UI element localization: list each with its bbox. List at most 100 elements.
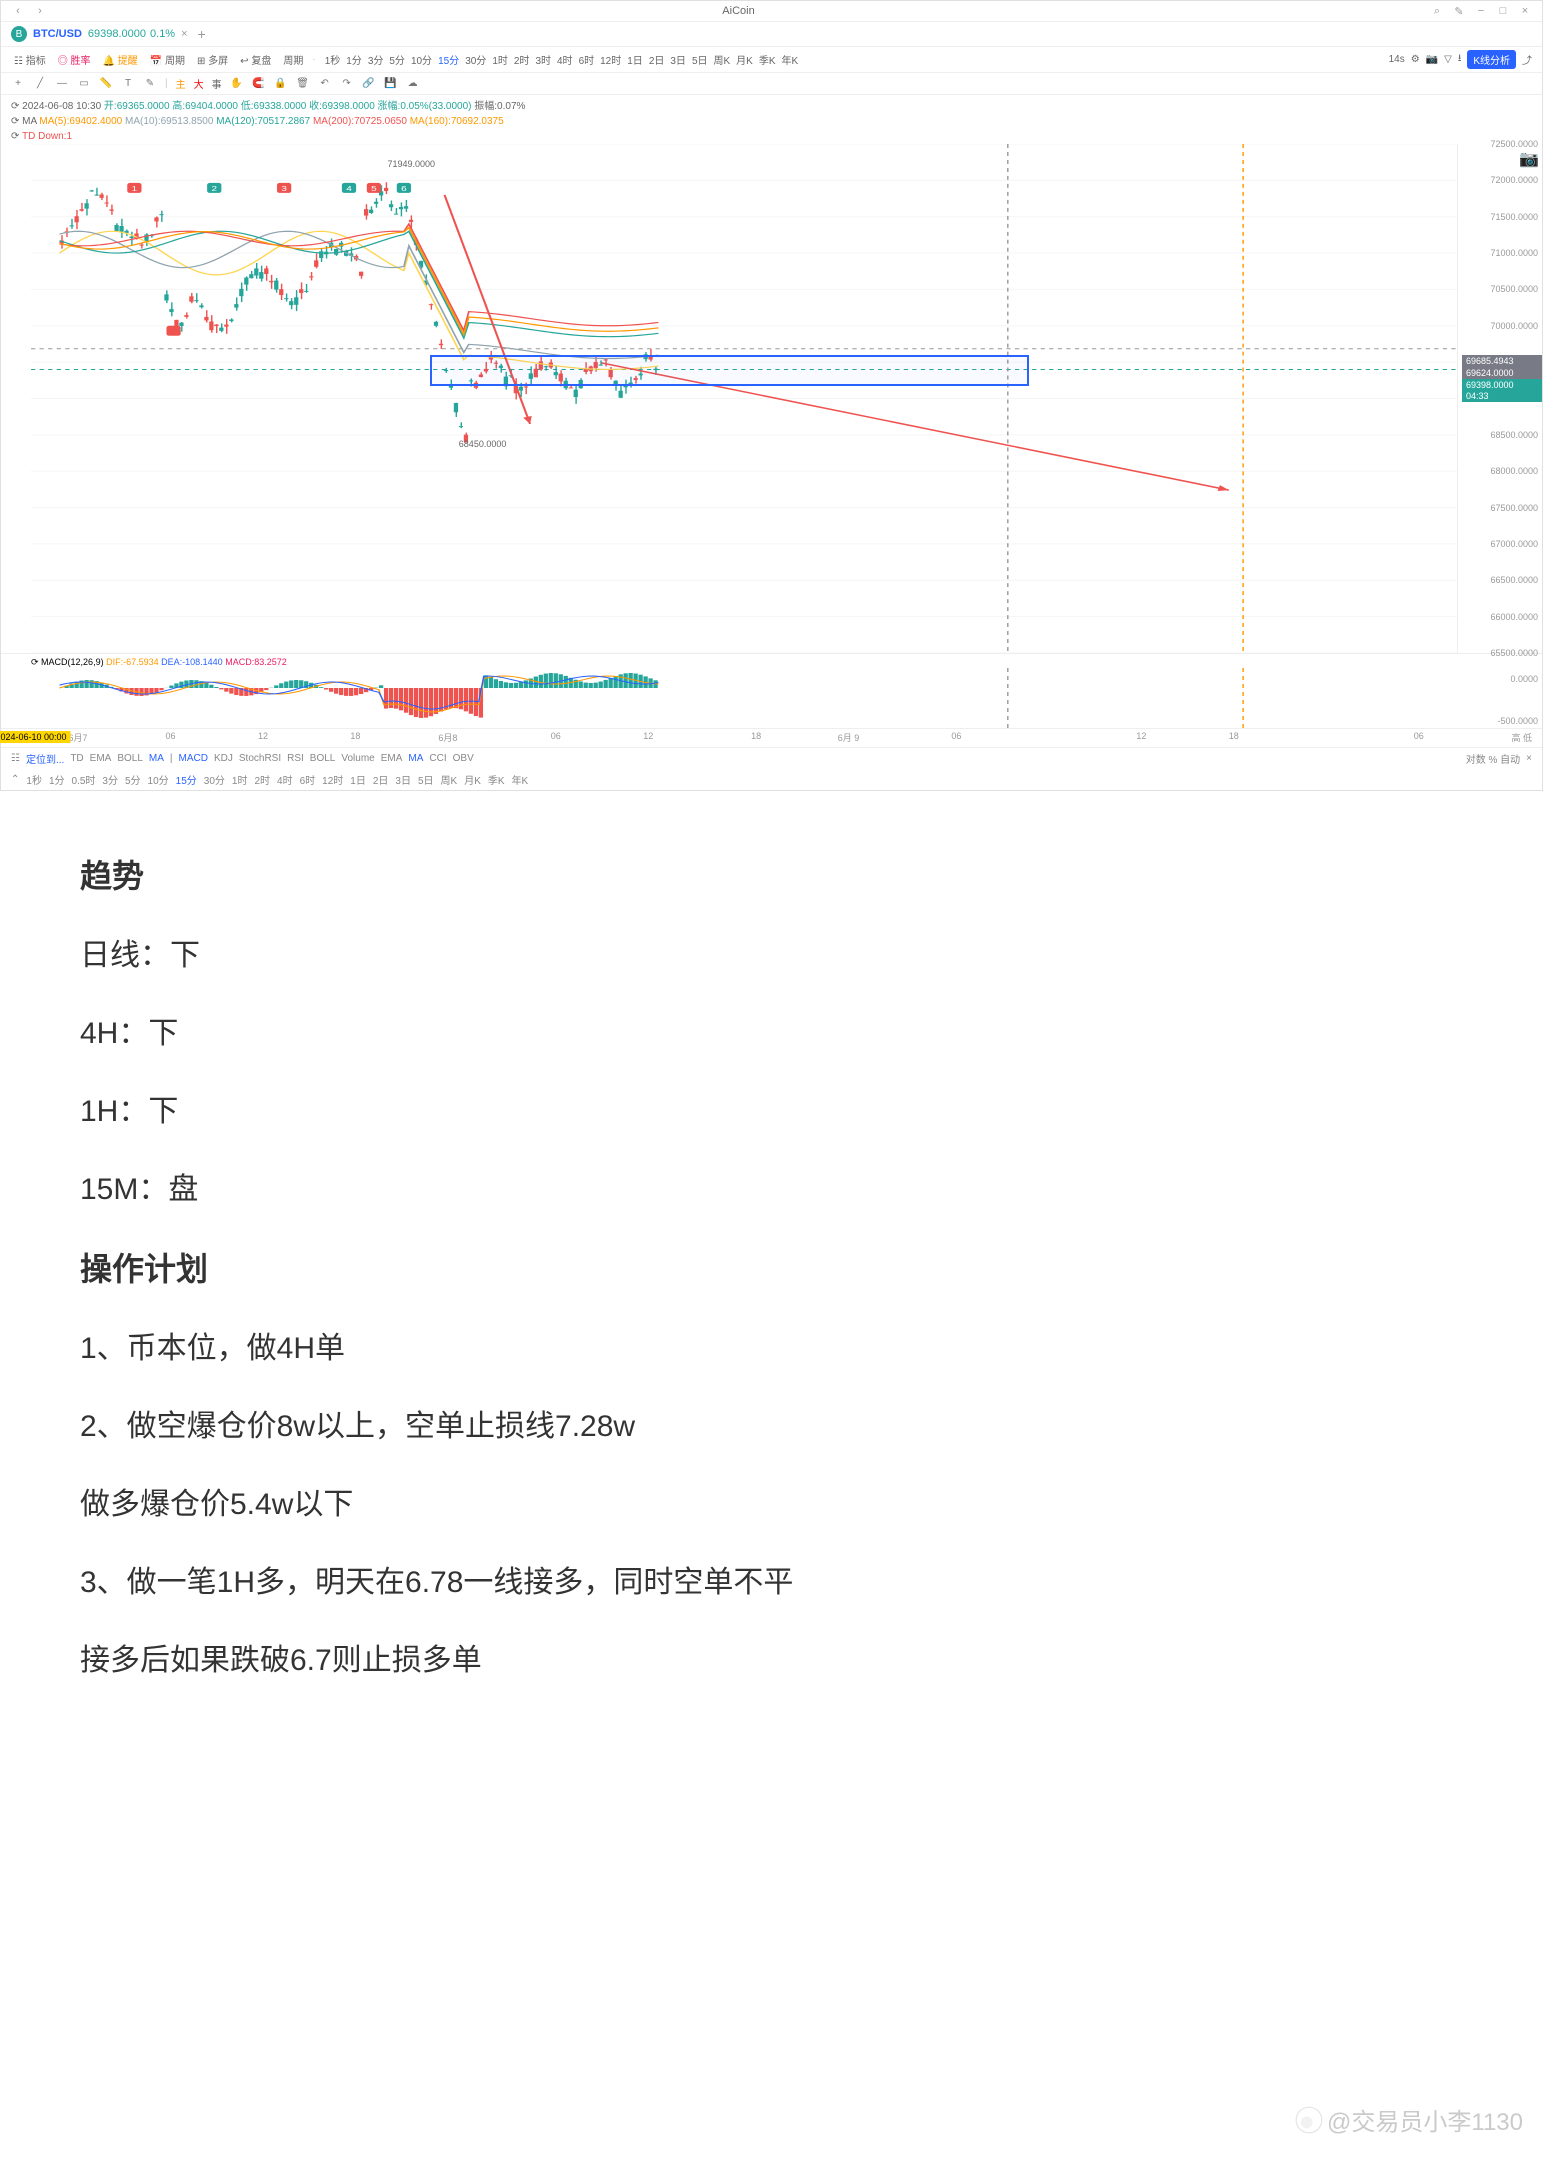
expand-icon[interactable]: ⌃ (11, 774, 19, 785)
alert-button[interactable]: 🔔 提醒 (100, 51, 141, 68)
indicator-RSI[interactable]: RSI (287, 753, 304, 764)
timeframe-1分[interactable]: 1分 (343, 55, 365, 68)
indicator-StochRSI[interactable]: StochRSI (239, 753, 281, 764)
tf2-年K[interactable]: 年K (512, 772, 529, 787)
redo-icon[interactable]: ↷ (340, 77, 354, 91)
indicator-|[interactable]: | (170, 753, 173, 764)
tf2-30分[interactable]: 30分 (204, 772, 225, 787)
tf2-1日[interactable]: 1日 (350, 772, 366, 787)
timeframe-3分[interactable]: 3分 (365, 55, 387, 68)
timeframe-10分[interactable]: 10分 (408, 55, 435, 68)
undo-icon[interactable]: ↶ (318, 77, 332, 91)
timeframe-3时[interactable]: 3时 (532, 55, 554, 68)
indicator-EMA[interactable]: EMA (90, 753, 112, 764)
hand-tool-icon[interactable]: ✋ (230, 77, 244, 91)
share-icon[interactable]: ⤴ (1522, 52, 1532, 67)
ruler-tool-icon[interactable]: 📏 (99, 77, 113, 91)
indicator-CCI[interactable]: CCI (429, 753, 446, 764)
gear-icon[interactable]: ⚙ (1411, 54, 1420, 65)
locate-button[interactable]: 定位到... (26, 751, 64, 766)
indicator-TD[interactable]: TD (70, 753, 83, 764)
trash-tool-icon[interactable]: 🗑 (296, 77, 310, 91)
timeframe-6时[interactable]: 6时 (576, 55, 598, 68)
timeframe-1日[interactable]: 1日 (624, 55, 646, 68)
download-icon[interactable]: ⭳ (1458, 51, 1462, 68)
replay-button[interactable]: ↩ 复盘 (237, 51, 274, 68)
tf2-4时[interactable]: 4时 (277, 772, 293, 787)
tf2-12时[interactable]: 12时 (322, 772, 343, 787)
text-tool-icon[interactable]: T (121, 77, 135, 91)
timeframe-30分[interactable]: 30分 (462, 55, 489, 68)
minimize-icon[interactable]: − (1474, 4, 1488, 18)
crosshair-tool-icon[interactable]: + (11, 77, 25, 91)
close-panel-icon[interactable]: × (1526, 753, 1532, 764)
tf2-2日[interactable]: 2日 (373, 772, 389, 787)
shi-label[interactable]: 事 (212, 76, 222, 91)
tf2-3日[interactable]: 3日 (395, 772, 411, 787)
timeframe-年K[interactable]: 年K (779, 55, 802, 68)
indicator-MA[interactable]: MA (149, 753, 164, 764)
timeframe-季K[interactable]: 季K (756, 55, 779, 68)
y-axis[interactable]: 72500.000072000.000071500.000071000.0000… (1457, 144, 1542, 653)
tf2-1秒[interactable]: 1秒 (26, 772, 42, 787)
tf2-10分[interactable]: 10分 (148, 772, 169, 787)
period2-button[interactable]: 周期 (280, 51, 306, 68)
timeframe-2时[interactable]: 2时 (511, 55, 533, 68)
tf2-5日[interactable]: 5日 (418, 772, 434, 787)
tf2-3分[interactable]: 3分 (102, 772, 118, 787)
save-icon[interactable]: 💾 (384, 77, 398, 91)
indicator-MA[interactable]: MA (408, 753, 423, 764)
symbol-name[interactable]: BTC/USD (33, 28, 82, 40)
timeframe-2日[interactable]: 2日 (646, 55, 668, 68)
main-label[interactable]: 主 (176, 76, 186, 91)
timeframe-1秒[interactable]: 1秒 (322, 55, 344, 68)
brush-tool-icon[interactable]: ✎ (143, 77, 157, 91)
indicator-EMA[interactable]: EMA (381, 753, 403, 764)
add-tab-icon[interactable]: + (198, 26, 206, 42)
indicator-MACD[interactable]: MACD (179, 753, 208, 764)
rect-tool-icon[interactable]: ▭ (77, 77, 91, 91)
tf2-6时[interactable]: 6时 (300, 772, 316, 787)
lock-tool-icon[interactable]: 🔒 (274, 77, 288, 91)
multiscreen-button[interactable]: ⊞ 多屏 (194, 51, 231, 68)
timeframe-5分[interactable]: 5分 (386, 55, 408, 68)
tf2-0.5时[interactable]: 0.5时 (72, 772, 96, 787)
timeframe-3日[interactable]: 3日 (667, 55, 689, 68)
timeframe-5日[interactable]: 5日 (689, 55, 711, 68)
rect-annotation[interactable] (430, 355, 1029, 386)
search-icon[interactable]: ⌕ (1430, 4, 1444, 18)
price-chart[interactable]: 📷 123456 71949.0000 68450.0000 72500.000… (1, 144, 1542, 654)
tf2-周K[interactable]: 周K (441, 772, 458, 787)
hline-tool-icon[interactable]: — (55, 77, 69, 91)
log-pct-auto[interactable]: 对数 % 自动 (1466, 751, 1520, 766)
link-icon[interactable]: 🔗 (362, 77, 376, 91)
timeframe-15分[interactable]: 15分 (435, 55, 462, 68)
back-icon[interactable]: ‹ (11, 4, 25, 18)
timeframe-4时[interactable]: 4时 (554, 55, 576, 68)
timeframe-周K[interactable]: 周K (711, 55, 734, 68)
timeframe-12时[interactable]: 12时 (597, 55, 624, 68)
period-button[interactable]: 📅 周期 (147, 51, 188, 68)
timeframe-1时[interactable]: 1时 (489, 55, 511, 68)
tf2-月K[interactable]: 月K (464, 772, 481, 787)
tf2-15分[interactable]: 15分 (176, 772, 197, 787)
tf2-2时[interactable]: 2时 (254, 772, 270, 787)
tf2-1分[interactable]: 1分 (49, 772, 65, 787)
indicator-BOLL[interactable]: BOLL (117, 753, 143, 764)
winrate-button[interactable]: ◎ 胜率 (55, 51, 94, 68)
maximize-icon[interactable]: □ (1496, 4, 1510, 18)
close-icon[interactable]: × (1518, 4, 1532, 18)
indicator-Volume[interactable]: Volume (341, 753, 374, 764)
fwd-icon[interactable]: › (33, 4, 47, 18)
line-tool-icon[interactable]: ╱ (33, 77, 47, 91)
indicator-button[interactable]: ☷ 指标 (11, 51, 49, 68)
kline-analysis-button[interactable]: K线分析 (1467, 50, 1516, 69)
tf2-季K[interactable]: 季K (488, 772, 505, 787)
indicator-OBV[interactable]: OBV (453, 753, 474, 764)
tf2-5分[interactable]: 5分 (125, 772, 141, 787)
indicator-BOLL[interactable]: BOLL (310, 753, 336, 764)
indicator-KDJ[interactable]: KDJ (214, 753, 233, 764)
camera-icon[interactable]: 📷 (1426, 54, 1438, 65)
timeframe-月K[interactable]: 月K (733, 55, 756, 68)
cloud-icon[interactable]: ☁ (406, 77, 420, 91)
